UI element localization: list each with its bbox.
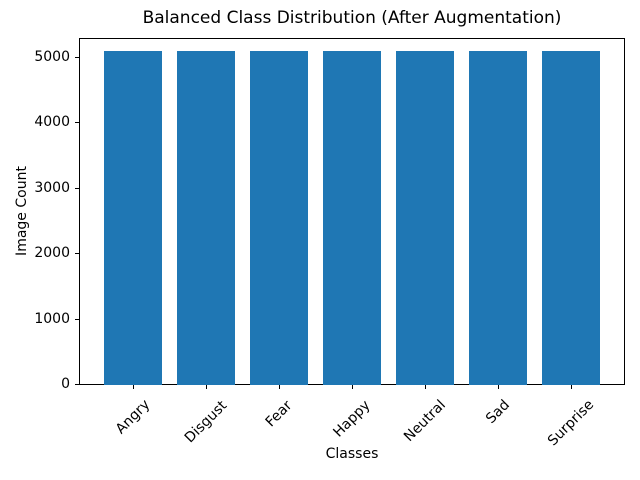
bar-sad [468,51,528,385]
x-tick-mark [133,385,135,389]
x-tick-label-angry: Angry [112,397,154,438]
chart-title: Balanced Class Distribution (After Augme… [142,8,562,28]
x-tick-mark [352,385,353,389]
x-axis-label: Classes [325,446,379,462]
x-tick-mark [497,385,499,389]
y-tick-mark [75,122,79,124]
y-tick-label: 3000 [34,179,70,196]
y-tick-mark [75,253,79,255]
x-tick-label-neutral: Neutral [401,397,449,446]
y-tick-mark [75,187,79,189]
x-tick-label-sad: Sad [483,397,513,428]
y-tick-label: 0 [61,376,70,392]
y-axis-label: Image Count [14,166,30,256]
bar-disgust [176,51,236,385]
x-tick-label-happy: Happy [330,397,374,441]
x-tick-mark [424,385,426,389]
x-tick-label-fear: Fear [262,397,296,430]
y-tick-mark [75,56,79,58]
bar-angry [103,51,163,385]
y-tick-mark [75,384,79,385]
y-tick-label: 4000 [34,114,70,131]
bar-happy [322,51,382,385]
bar-fear [249,51,309,385]
x-tick-label-disgust: Disgust [181,397,231,446]
x-tick-label-surprise: Surprise [544,397,598,450]
x-tick-mark [206,385,207,389]
x-tick-mark [279,385,280,389]
y-tick-label: 2000 [34,245,70,262]
bar-surprise [541,51,601,385]
x-tick-mark [570,385,572,389]
y-tick-mark [75,318,79,320]
bar-neutral [395,51,455,385]
y-tick-label: 5000 [34,48,70,65]
y-tick-label: 1000 [34,310,70,327]
